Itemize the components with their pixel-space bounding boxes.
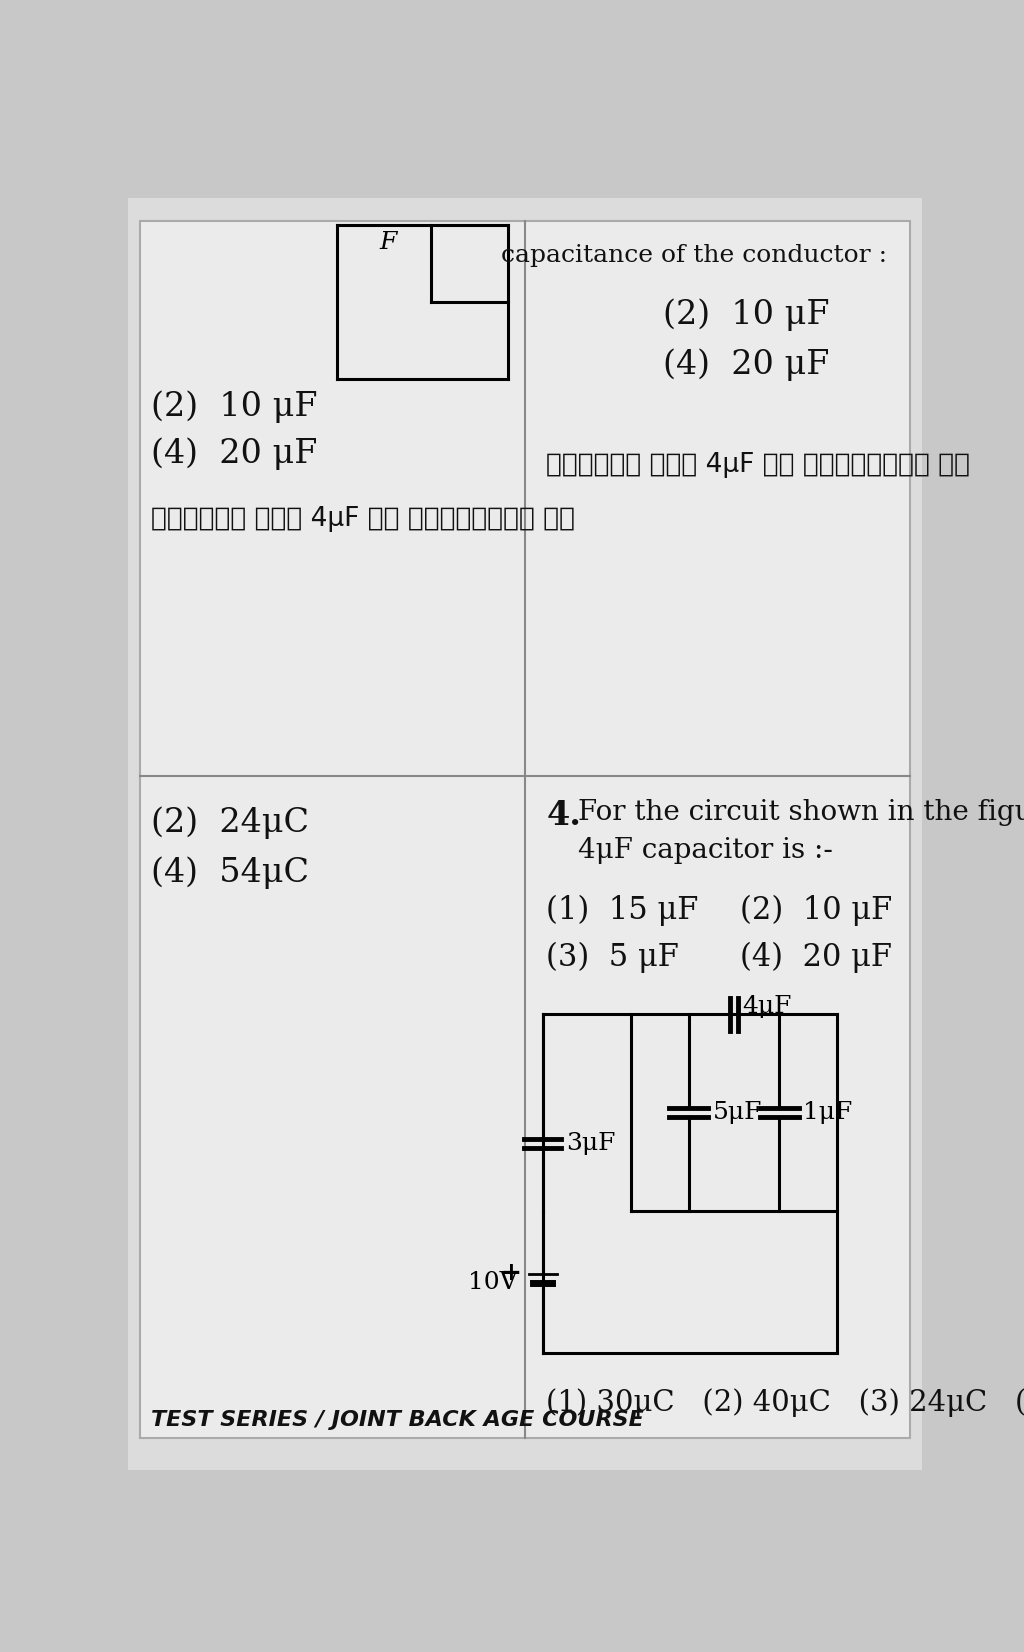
Text: (2)  24μC: (2) 24μC xyxy=(152,806,309,839)
Text: 4μF capacitor is :-: 4μF capacitor is :- xyxy=(578,838,833,864)
Text: (2)  10 μF: (2) 10 μF xyxy=(152,392,317,423)
Text: सर्किट में 4μF के संधारितर पर: सर्किट में 4μF के संधारितर पर xyxy=(152,506,575,532)
Text: TEST SERIES / JOINT BACK AGE COURSE: TEST SERIES / JOINT BACK AGE COURSE xyxy=(152,1411,644,1431)
Text: 4μF: 4μF xyxy=(742,995,792,1018)
Text: capacitance of the conductor :: capacitance of the conductor : xyxy=(502,244,888,268)
Text: For the circuit shown in the figure, the charge on: For the circuit shown in the figure, the… xyxy=(578,800,1024,826)
Text: सर्किट में 4μF के संधारितर पर: सर्किट में 4μF के संधारितर पर xyxy=(547,453,971,479)
Text: 1μF: 1μF xyxy=(804,1102,853,1123)
Text: (4)  20 μF: (4) 20 μF xyxy=(663,349,829,382)
Text: (4)  20 μF: (4) 20 μF xyxy=(740,942,892,973)
Text: F: F xyxy=(380,231,397,254)
Text: (2)  10 μF: (2) 10 μF xyxy=(663,299,829,330)
Text: (1)  15 μF: (1) 15 μF xyxy=(547,895,698,927)
Text: 5μF: 5μF xyxy=(713,1102,762,1123)
Text: 10V: 10V xyxy=(468,1270,518,1294)
Text: 4.: 4. xyxy=(547,800,582,833)
Text: +: + xyxy=(500,1260,521,1285)
Text: 3μF: 3μF xyxy=(566,1132,615,1155)
Text: (4)  54μC: (4) 54μC xyxy=(152,857,309,889)
Text: (3)  5 μF: (3) 5 μF xyxy=(547,942,679,973)
Text: (1) 30μC   (2) 40μC   (3) 24μC   (4) 54μC: (1) 30μC (2) 40μC (3) 24μC (4) 54μC xyxy=(547,1388,1024,1417)
Text: (4)  20 μF: (4) 20 μF xyxy=(152,436,317,469)
Text: (2)  10 μF: (2) 10 μF xyxy=(740,895,893,927)
